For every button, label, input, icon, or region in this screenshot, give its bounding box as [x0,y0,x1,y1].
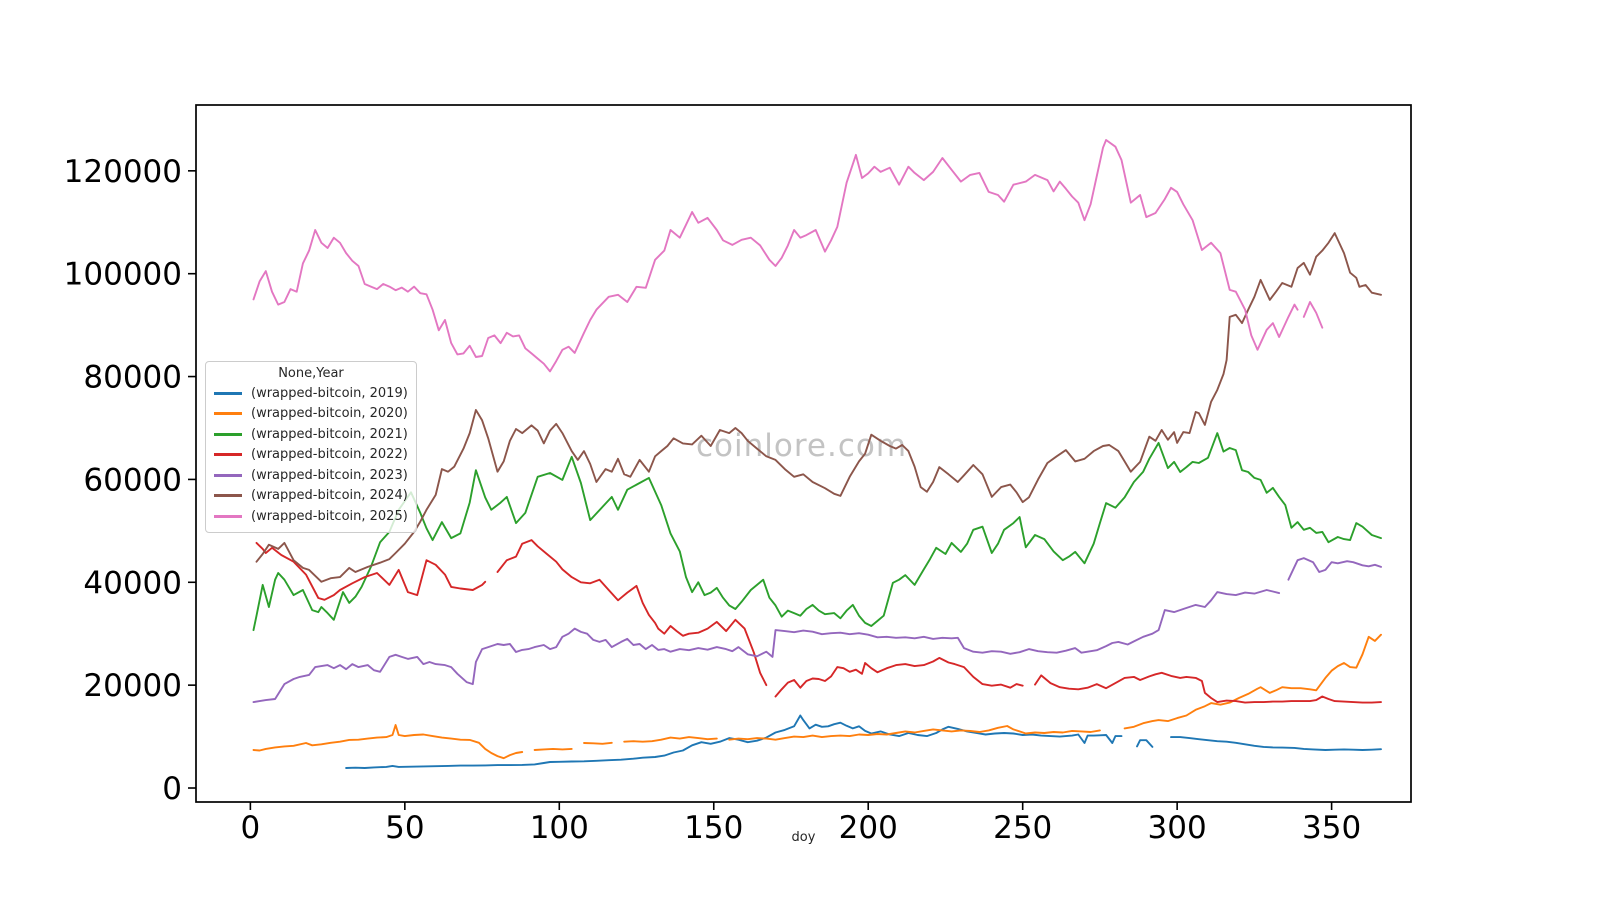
y-tick-label: 0 [162,771,182,807]
y-tick-label: 100000 [64,257,182,293]
series-line [255,232,1382,583]
legend-label: (wrapped-bitcoin, 2024) [251,488,408,504]
plot-border [195,104,1412,803]
legend-entry: (wrapped-bitcoin, 2020) [212,404,410,425]
legend-line-swatch [214,453,242,457]
legend-line-swatch [214,391,242,395]
legend-entry: (wrapped-bitcoin, 2021) [212,424,410,445]
legend-entry: (wrapped-bitcoin, 2024) [212,486,410,507]
x-tick-label: 100 [530,810,589,846]
y-tick-label: 40000 [83,565,182,601]
legend-entry: (wrapped-bitcoin, 2019) [212,383,410,404]
legend-label: (wrapped-bitcoin, 2025) [251,508,408,524]
x-tick-label: 150 [684,810,743,846]
x-tick-label: 350 [1302,810,1361,846]
legend-label: (wrapped-bitcoin, 2022) [251,447,408,463]
series-line [252,139,1324,373]
legend-label: (wrapped-bitcoin, 2019) [251,385,408,401]
x-tick-label: 200 [839,810,898,846]
legend-entry: (wrapped-bitcoin, 2023) [212,465,410,486]
legend-label: (wrapped-bitcoin, 2021) [251,426,408,442]
x-tick-label: 300 [1148,810,1207,846]
series-line [255,539,1382,704]
series-line [252,633,1382,760]
legend-entry: (wrapped-bitcoin, 2025) [212,506,410,527]
x-tick-label: 250 [993,810,1052,846]
series-line [252,432,1382,632]
legend-label: (wrapped-bitcoin, 2023) [251,467,408,483]
y-tick-label: 20000 [83,668,182,704]
y-tick-label: 60000 [83,462,182,498]
x-tick-label: 0 [241,810,261,846]
legend-line-swatch [214,412,242,416]
x-tick-label: 50 [385,810,424,846]
legend: None,Year (wrapped-bitcoin, 2019) (wrappe… [205,361,417,533]
series-line [345,714,1382,769]
legend-entry: (wrapped-bitcoin, 2022) [212,445,410,466]
series-line [252,557,1382,704]
legend-line-swatch [214,473,242,477]
legend-label: (wrapped-bitcoin, 2020) [251,406,408,422]
legend-line-swatch [214,432,242,436]
legend-line-swatch [214,494,242,498]
y-tick-label: 80000 [83,360,182,396]
legend-line-swatch [214,514,242,518]
x-axis-label: doy [791,830,816,845]
legend-title: None,Year [278,366,344,381]
legend-entries: (wrapped-bitcoin, 2019) (wrapped-bitcoin,… [212,383,410,527]
y-tick-label: 120000 [64,154,182,190]
